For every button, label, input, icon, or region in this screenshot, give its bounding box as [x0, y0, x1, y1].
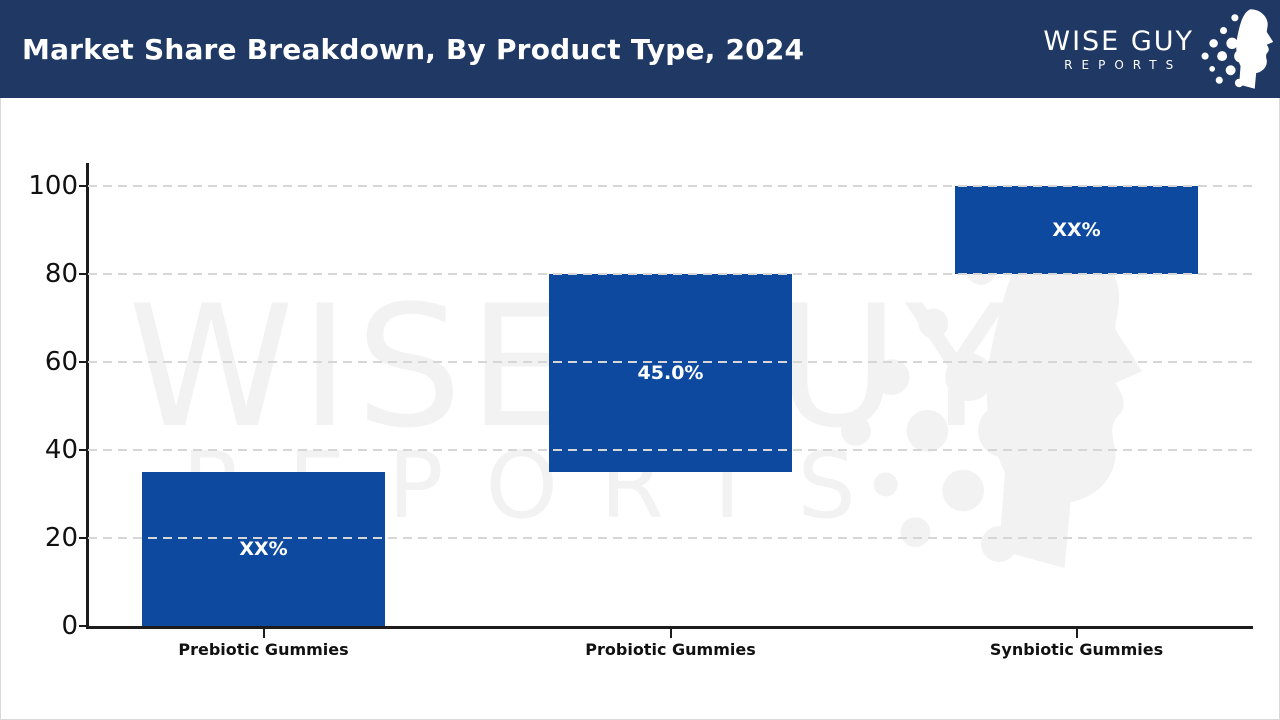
- y-tick-mark: [79, 449, 88, 451]
- y-tick-label: 80: [44, 259, 78, 289]
- x-tick-mark: [1075, 629, 1078, 638]
- y-tick-mark: [79, 185, 88, 187]
- y-tick-mark: [79, 625, 88, 627]
- brand-face-icon: [1201, 9, 1274, 89]
- x-category-label: Synbiotic Gummies: [989, 640, 1164, 659]
- y-gridline: [88, 449, 1253, 451]
- y-tick-mark: [79, 537, 88, 539]
- y-tick-label: 40: [44, 435, 78, 465]
- x-axis-line: [88, 626, 1253, 629]
- x-tick-mark: [262, 629, 265, 638]
- y-gridline: [88, 185, 1253, 187]
- header-bar: Market Share Breakdown, By Product Type,…: [0, 0, 1280, 98]
- bar-value-label: XX%: [239, 538, 288, 560]
- y-tick-label: 60: [44, 347, 78, 377]
- y-tick-label: 100: [28, 171, 78, 201]
- bar: XX%: [955, 186, 1198, 274]
- y-gridline: [88, 273, 1253, 275]
- watermark-face-icon: [840, 234, 1143, 568]
- chart-title: Market Share Breakdown, By Product Type,…: [22, 32, 805, 66]
- bar-value-label: 45.0%: [637, 362, 704, 384]
- bar-value-label: XX%: [1052, 219, 1101, 241]
- y-axis-line: [86, 163, 89, 629]
- y-tick-label: 20: [44, 523, 78, 553]
- brand-sub: REPORTS: [1064, 57, 1183, 72]
- y-gridline: [88, 537, 1253, 539]
- x-category-label: Probiotic Gummies: [585, 640, 756, 659]
- x-category-label: Prebiotic Gummies: [178, 640, 349, 659]
- bar: 45.0%: [549, 274, 792, 472]
- y-tick-mark: [79, 273, 88, 275]
- y-gridline: [88, 361, 1253, 363]
- y-tick-label: 0: [61, 611, 78, 641]
- brand-logo: WISE GUY REPORTS: [1043, 6, 1280, 92]
- y-tick-mark: [79, 361, 88, 363]
- brand-name: WISE GUY: [1043, 25, 1194, 57]
- bar: XX%: [142, 472, 385, 626]
- x-tick-mark: [669, 629, 672, 638]
